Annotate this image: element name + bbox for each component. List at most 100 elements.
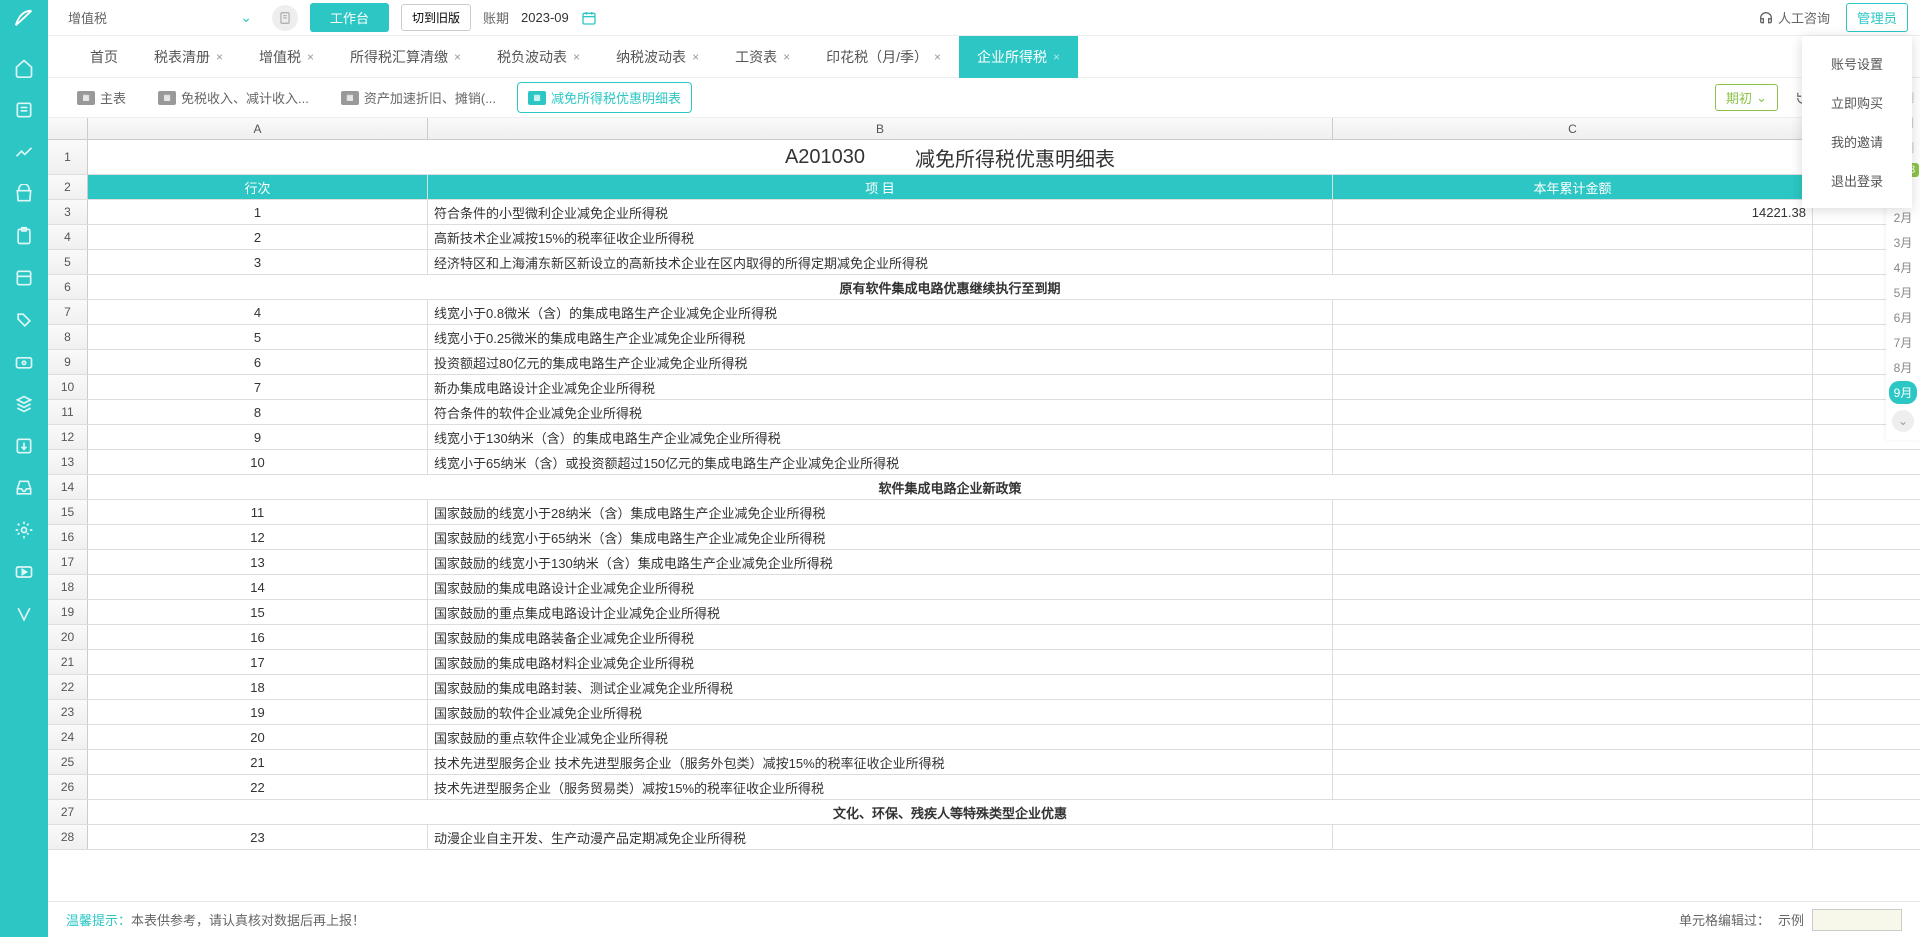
cell[interactable]: 6 [88,350,428,374]
tax-type-select[interactable]: 增值税 ⌄ [60,5,260,31]
calendar-icon[interactable] [581,10,597,26]
cell[interactable]: 7 [88,375,428,399]
row-number[interactable]: 1 [48,140,88,174]
home-icon[interactable] [12,56,36,80]
subtab[interactable]: ▦资产加速折旧、摊销(... [330,82,507,113]
cell[interactable]: 行次 [88,175,428,199]
cell[interactable]: 国家鼓励的集成电路封装、测试企业减免企业所得税 [428,675,1333,699]
cell[interactable]: 国家鼓励的线宽小于130纳米（含）集成电路生产企业减免企业所得税 [428,550,1333,574]
cell[interactable] [1333,525,1813,549]
cell[interactable]: 15 [88,600,428,624]
cell[interactable]: 项 目 [428,175,1333,199]
switch-old-button[interactable]: 切到旧版 [401,4,471,31]
cell[interactable] [1333,250,1813,274]
inbox-icon[interactable] [12,476,36,500]
cell[interactable]: 9 [88,425,428,449]
cell[interactable]: 符合条件的小型微利企业减免企业所得税 [428,200,1333,224]
doc-icon[interactable] [272,5,298,31]
cell[interactable] [1333,425,1813,449]
row-number[interactable]: 13 [48,450,88,474]
gear-icon[interactable] [12,518,36,542]
cell[interactable] [1333,625,1813,649]
cell[interactable] [1333,775,1813,799]
workbench-button[interactable]: 工作台 [310,3,389,32]
month-item[interactable]: 3月 [1886,231,1920,254]
cell[interactable] [1333,450,1813,474]
cell[interactable]: 国家鼓励的重点集成电路设计企业减免企业所得税 [428,600,1333,624]
cell[interactable] [1333,575,1813,599]
clipboard-icon[interactable] [12,224,36,248]
col-header-a[interactable]: A [88,118,428,139]
cell[interactable]: 11 [88,500,428,524]
cell[interactable]: 17 [88,650,428,674]
cell[interactable]: 符合条件的软件企业减免企业所得税 [428,400,1333,424]
row-number[interactable]: 23 [48,700,88,724]
tag-icon[interactable] [12,308,36,332]
month-item[interactable]: 2月 [1886,206,1920,229]
cell[interactable] [1333,325,1813,349]
cell[interactable] [1333,675,1813,699]
cell[interactable]: 2 [88,225,428,249]
cell[interactable]: 国家鼓励的重点软件企业减免企业所得税 [428,725,1333,749]
row-number[interactable]: 25 [48,750,88,774]
cell[interactable]: 20 [88,725,428,749]
cell[interactable]: 10 [88,450,428,474]
cell[interactable] [1333,725,1813,749]
cell[interactable] [1333,500,1813,524]
row-number[interactable]: 26 [48,775,88,799]
row-number[interactable]: 27 [48,800,88,824]
cell[interactable]: 经济特区和上海浦东新区新设立的高新技术企业在区内取得的所得定期减免企业所得税 [428,250,1333,274]
row-number[interactable]: 28 [48,825,88,849]
cell[interactable]: 12 [88,525,428,549]
row-number[interactable]: 12 [48,425,88,449]
row-number[interactable]: 21 [48,650,88,674]
cell[interactable]: 8 [88,400,428,424]
close-icon[interactable]: × [573,50,580,64]
cell[interactable]: 国家鼓励的线宽小于28纳米（含）集成电路生产企业减免企业所得税 [428,500,1333,524]
cell[interactable]: 线宽小于130纳米（含）的集成电路生产企业减免企业所得税 [428,425,1333,449]
tab[interactable]: 企业所得税× [959,36,1078,78]
cell[interactable]: 14221.38 [1333,200,1813,224]
period-init-button[interactable]: 期初 ⌄ [1715,84,1778,111]
row-number[interactable]: 18 [48,575,88,599]
col-header-c[interactable]: C [1333,118,1813,139]
cell[interactable]: 18 [88,675,428,699]
tab[interactable]: 首页 [72,36,136,78]
cell[interactable]: 国家鼓励的线宽小于65纳米（含）集成电路生产企业减免企业所得税 [428,525,1333,549]
month-item[interactable]: 7月 [1886,331,1920,354]
cell[interactable] [1333,750,1813,774]
cell[interactable] [1333,225,1813,249]
dropdown-logout[interactable]: 退出登录 [1802,161,1912,200]
cell[interactable]: 1 [88,200,428,224]
tab[interactable]: 纳税波动表× [598,36,717,78]
cell[interactable]: 线宽小于0.8微米（含）的集成电路生产企业减免企业所得税 [428,300,1333,324]
row-number[interactable]: 24 [48,725,88,749]
cell[interactable]: 投资额超过80亿元的集成电路生产企业减免企业所得税 [428,350,1333,374]
cell[interactable]: 13 [88,550,428,574]
consult-link[interactable]: 人工咨询 [1758,8,1830,27]
close-icon[interactable]: × [216,50,223,64]
cell[interactable]: 16 [88,625,428,649]
close-icon[interactable]: × [307,50,314,64]
book-icon[interactable] [12,266,36,290]
cell[interactable] [1333,550,1813,574]
cell[interactable]: 新办集成电路设计企业减免企业所得税 [428,375,1333,399]
title-cell[interactable]: A201030减免所得税优惠明细表 [88,140,1813,174]
row-number[interactable]: 6 [48,275,88,299]
row-number[interactable]: 22 [48,675,88,699]
dropdown-buy-now[interactable]: 立即购买 [1802,83,1912,122]
cell[interactable]: 5 [88,325,428,349]
subtab[interactable]: ▦免税收入、减计收入... [147,82,320,113]
row-number[interactable]: 5 [48,250,88,274]
row-number[interactable]: 4 [48,225,88,249]
tab[interactable]: 税负波动表× [479,36,598,78]
cell[interactable]: 动漫企业自主开发、生产动漫产品定期减免企业所得税 [428,825,1333,849]
cash-icon[interactable] [12,350,36,374]
cell[interactable]: 国家鼓励的集成电路材料企业减免企业所得税 [428,650,1333,674]
row-number[interactable]: 16 [48,525,88,549]
tab[interactable]: 所得税汇算清缴× [332,36,479,78]
cell[interactable]: 国家鼓励的集成电路装备企业减免企业所得税 [428,625,1333,649]
row-number[interactable]: 17 [48,550,88,574]
cell[interactable]: 国家鼓励的软件企业减免企业所得税 [428,700,1333,724]
cell[interactable]: 22 [88,775,428,799]
